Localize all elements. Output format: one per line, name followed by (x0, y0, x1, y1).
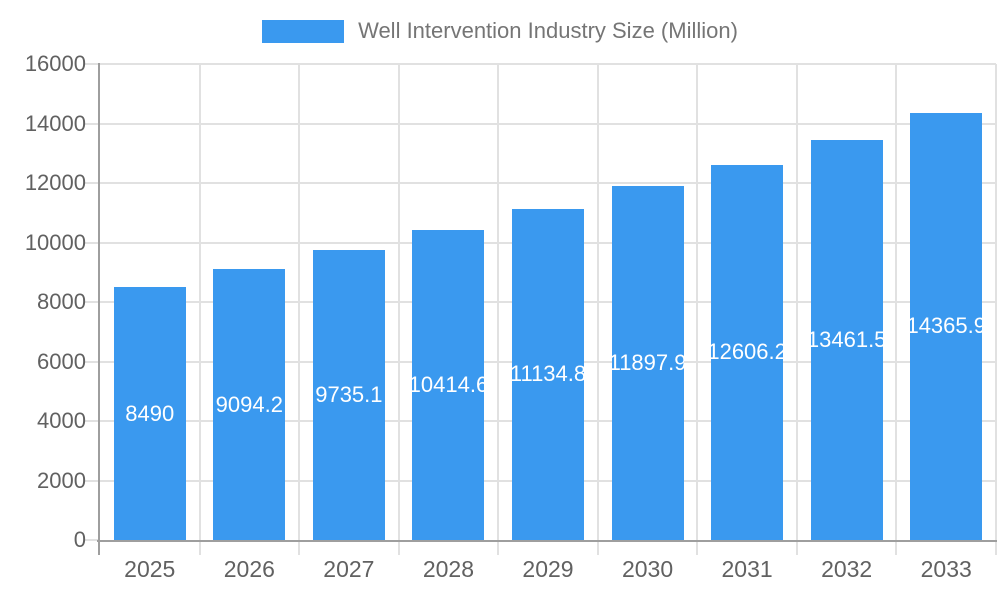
x-gridline (696, 64, 699, 555)
bar-value-label: 9735.1 (315, 382, 383, 408)
x-gridline (596, 64, 599, 555)
bar: 12606.2 (711, 164, 784, 540)
x-axis-label: 2031 (721, 556, 773, 582)
legend-swatch-icon (262, 19, 345, 43)
bar-value-label: 9094.2 (215, 391, 283, 417)
x-axis-label: 2029 (522, 556, 574, 582)
y-gridline (85, 63, 996, 65)
y-axis-label: 6000 (37, 348, 86, 374)
y-axis-label: 16000 (24, 51, 86, 76)
bar: 9094.2 (213, 269, 286, 540)
x-gridline (397, 64, 400, 555)
x-axis-label: 2025 (124, 556, 176, 582)
x-gridline (298, 64, 301, 555)
y-axis-label: 0 (73, 527, 86, 552)
y-axis-label: 10000 (24, 229, 86, 255)
x-gridline (895, 64, 898, 555)
bar: 9735.1 (312, 250, 385, 540)
bar-value-label: 11897.9 (611, 350, 684, 375)
bar: 11897.9 (611, 186, 684, 540)
x-axis-label: 2028 (422, 556, 475, 582)
chart-legend: Well Intervention Industry Size (Million… (0, 18, 1000, 44)
x-axis-label: 2033 (920, 556, 972, 582)
x-gridline (995, 64, 997, 555)
x-axis-label: 2026 (223, 556, 275, 582)
bar: 8490 (113, 287, 186, 540)
x-gridline (198, 64, 201, 555)
x-axis-line (97, 540, 997, 542)
bar: 10414.6 (412, 230, 485, 540)
y-axis-label: 2000 (37, 467, 86, 493)
bar-value-label: 14365.9 (910, 313, 983, 339)
y-axis-label: 12000 (24, 170, 86, 195)
bar-value-label: 11134.8 (512, 361, 584, 387)
bar: 14365.9 (910, 112, 983, 540)
y-gridline (85, 182, 996, 184)
bar-value-label: 13461.5 (810, 326, 883, 352)
bar-value-label: 12606.2 (711, 339, 784, 365)
bar: 11134.8 (512, 208, 584, 540)
y-axis-label: 4000 (37, 408, 86, 433)
y-axis-label: 8000 (37, 289, 86, 314)
x-gridline (497, 64, 500, 555)
y-axis-line (98, 63, 100, 555)
y-axis-label: 14000 (24, 110, 86, 136)
y-gridline (85, 122, 996, 125)
bar-value-label: 8490 (125, 400, 175, 426)
x-axis-label: 2027 (323, 556, 375, 582)
x-axis-label: 2030 (621, 556, 674, 582)
x-gridline (795, 64, 798, 555)
legend-item[interactable]: Well Intervention Industry Size (Million… (262, 18, 738, 44)
x-axis-label: 2032 (821, 556, 873, 582)
legend-label: Well Intervention Industry Size (Million… (358, 18, 738, 43)
y-axis-tick (85, 539, 100, 541)
bar: 13461.5 (810, 139, 883, 540)
bar-value-label: 10414.6 (412, 372, 485, 398)
